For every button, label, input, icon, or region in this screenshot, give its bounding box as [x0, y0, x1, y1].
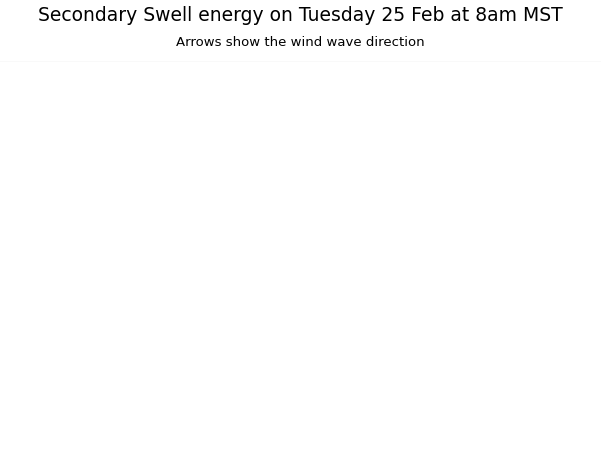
Text: Secondary Swell energy on Tuesday 25 Feb at 8am MST: Secondary Swell energy on Tuesday 25 Feb… — [38, 6, 563, 25]
Text: cartopy not available: cartopy not available — [227, 256, 374, 270]
Text: Arrows show the wind wave direction: Arrows show the wind wave direction — [176, 36, 425, 49]
